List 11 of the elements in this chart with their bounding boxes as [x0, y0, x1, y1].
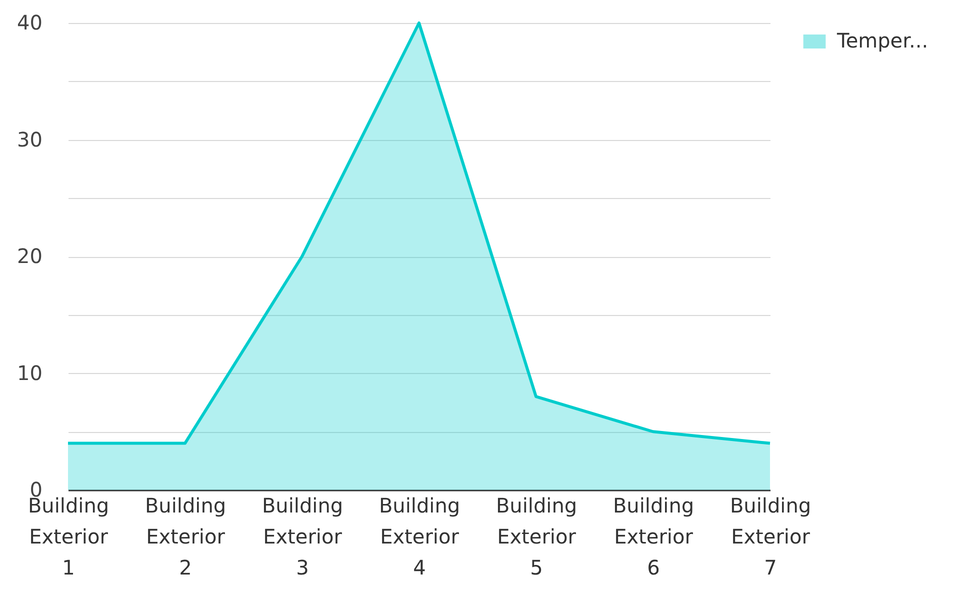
x-tick-label: Building Exterior 5	[496, 494, 578, 580]
x-tick-label: Building Exterior 6	[612, 494, 694, 580]
y-tick-label: 40	[17, 10, 42, 34]
x-tick-label: Building Exterior 7	[730, 494, 812, 580]
x-tick-label: Building Exterior 3	[262, 494, 344, 580]
y-tick-label: 10	[17, 360, 42, 385]
x-tick-label: Building Exterior 4	[378, 494, 460, 580]
legend-label: Temper...	[836, 28, 928, 52]
y-tick-label: 20	[17, 244, 42, 268]
y-tick-label: 30	[17, 127, 42, 152]
x-tick-label: Building Exterior 2	[144, 494, 226, 580]
